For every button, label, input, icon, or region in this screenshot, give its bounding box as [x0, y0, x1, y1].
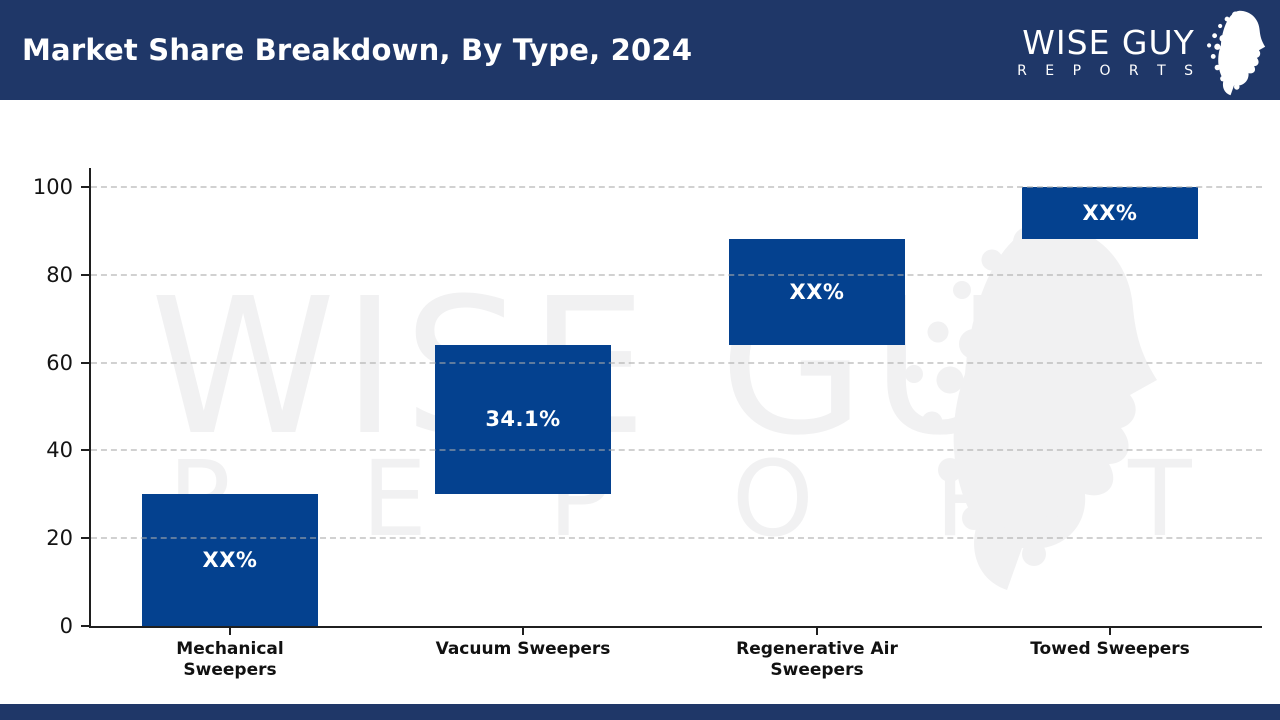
- y-tick-label-60: 60: [46, 350, 73, 375]
- x-category-label: Regenerative Air Sweepers: [736, 639, 898, 680]
- gridline-100: [91, 186, 1262, 188]
- x-category-label: Mechanical Sweepers: [176, 639, 284, 680]
- logo-face-icon: [1198, 8, 1270, 98]
- gridline-60: [91, 361, 1262, 364]
- y-tick-label-0: 0: [59, 614, 73, 638]
- wiseguy-logo: WISE GUY R E P O R T S: [1012, 4, 1272, 98]
- y-axis-line: [89, 168, 91, 628]
- logo-subtitle: R E P O R T S: [1017, 63, 1200, 79]
- y-tickmark-0: [81, 625, 89, 627]
- bar-value-label: 34.1%: [485, 407, 561, 432]
- y-tick-label-100: 100: [32, 175, 73, 199]
- x-tickmark: [229, 628, 231, 635]
- gridline-40: [91, 449, 1262, 452]
- gridline-80: [91, 273, 1262, 276]
- bar-segment: 34.1%: [435, 344, 611, 495]
- header: Market Share Breakdown, By Type, 2024 WI…: [0, 0, 1280, 100]
- bar-value-label: XX%: [1082, 200, 1138, 225]
- x-tickmark: [522, 628, 524, 635]
- logo-text: WISE GUY R E P O R T S: [1017, 26, 1200, 80]
- y-tick-label-40: 40: [46, 438, 73, 463]
- page-title: Market Share Breakdown, By Type, 2024: [22, 33, 693, 67]
- y-tick-label-20: 20: [46, 526, 73, 551]
- x-tickmark: [1109, 628, 1111, 635]
- watermark-face-icon: [872, 212, 1172, 602]
- bar-value-label: XX%: [789, 279, 845, 304]
- y-tickmark-40: [81, 449, 89, 452]
- x-category-label: Towed Sweepers: [1030, 639, 1190, 659]
- x-axis-line: [89, 626, 1262, 628]
- x-category-label: Vacuum Sweepers: [435, 639, 611, 659]
- footer-bar: [0, 704, 1280, 720]
- x-tickmark: [816, 628, 818, 635]
- gridline-20: [91, 537, 1262, 540]
- bar-segment: XX%: [142, 494, 318, 626]
- bar-segment: XX%: [729, 238, 905, 345]
- bar-value-label: XX%: [202, 548, 258, 573]
- y-tickmark-60: [81, 361, 89, 364]
- logo-wordmark: WISE GUY: [1022, 23, 1195, 62]
- y-tick-label-80: 80: [46, 262, 73, 287]
- y-tickmark-80: [81, 273, 89, 276]
- y-tickmark-100: [81, 186, 89, 188]
- y-tickmark-20: [81, 537, 89, 540]
- bar-segment: XX%: [1022, 187, 1198, 239]
